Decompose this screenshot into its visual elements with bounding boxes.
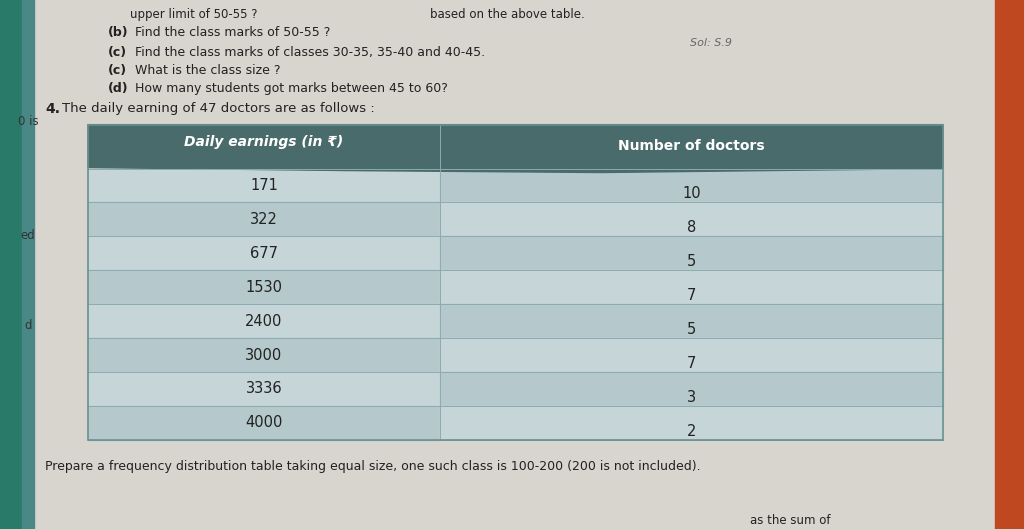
Bar	[88, 372, 440, 406]
Bar	[0, 0, 22, 528]
Text: 4000: 4000	[246, 416, 283, 430]
Bar	[88, 270, 440, 304]
Bar	[440, 338, 943, 372]
Text: What is the class size ?: What is the class size ?	[135, 64, 281, 77]
Bar	[88, 125, 943, 440]
Text: Number of doctors: Number of doctors	[618, 139, 765, 153]
Text: How many students got marks between 45 to 60?: How many students got marks between 45 t…	[135, 82, 447, 95]
Text: upper limit of 50-55 ?: upper limit of 50-55 ?	[130, 8, 257, 21]
Text: d: d	[25, 319, 32, 332]
Text: (b): (b)	[108, 26, 129, 39]
Text: 7: 7	[687, 288, 696, 303]
Text: Sol: S.9: Sol: S.9	[690, 38, 732, 48]
Text: 5: 5	[687, 254, 696, 269]
Text: 3000: 3000	[246, 348, 283, 363]
Bar	[440, 236, 943, 270]
Bar	[88, 406, 440, 440]
Bar	[88, 338, 440, 372]
Bar	[440, 304, 943, 338]
Bar	[440, 169, 943, 202]
Text: 7: 7	[687, 356, 696, 371]
Text: 3336: 3336	[246, 382, 283, 396]
Text: 677: 677	[250, 246, 278, 261]
Text: Find the class marks of 50-55 ?: Find the class marks of 50-55 ?	[135, 26, 331, 39]
Text: as the sum of: as the sum of	[750, 514, 830, 527]
Bar	[88, 202, 440, 236]
Text: Prepare a frequency distribution table taking equal size, one such class is 100-: Prepare a frequency distribution table t…	[45, 460, 700, 473]
Text: Find the class marks of classes 30-35, 35-40 and 40-45.: Find the class marks of classes 30-35, 3…	[135, 46, 485, 59]
Text: 171: 171	[250, 178, 278, 193]
Text: Daily earnings (in ₹): Daily earnings (in ₹)	[184, 135, 344, 148]
Text: 2400: 2400	[246, 314, 283, 329]
Text: (c): (c)	[108, 64, 127, 77]
Text: 322: 322	[250, 212, 278, 227]
Bar	[88, 169, 440, 202]
Bar	[440, 202, 943, 236]
Bar	[440, 372, 943, 406]
Bar	[995, 0, 1024, 528]
Bar	[440, 406, 943, 440]
Text: (c): (c)	[108, 46, 127, 59]
Text: 1530: 1530	[246, 280, 283, 295]
Polygon shape	[88, 125, 943, 173]
Text: 0 is: 0 is	[17, 114, 38, 128]
Text: based on the above table.: based on the above table.	[430, 8, 585, 21]
Bar	[88, 304, 440, 338]
Text: 3: 3	[687, 390, 696, 405]
Text: The daily earning of 47 doctors are as follows :: The daily earning of 47 doctors are as f…	[62, 102, 375, 114]
Text: 2: 2	[687, 424, 696, 439]
Text: 8: 8	[687, 220, 696, 235]
Bar	[440, 270, 943, 304]
Text: (d): (d)	[108, 82, 129, 95]
Text: 5: 5	[687, 322, 696, 337]
Text: 4.: 4.	[45, 102, 60, 116]
Text: 10: 10	[682, 187, 700, 201]
Text: ed: ed	[20, 229, 36, 242]
Bar	[88, 236, 440, 270]
Bar	[22, 0, 34, 528]
